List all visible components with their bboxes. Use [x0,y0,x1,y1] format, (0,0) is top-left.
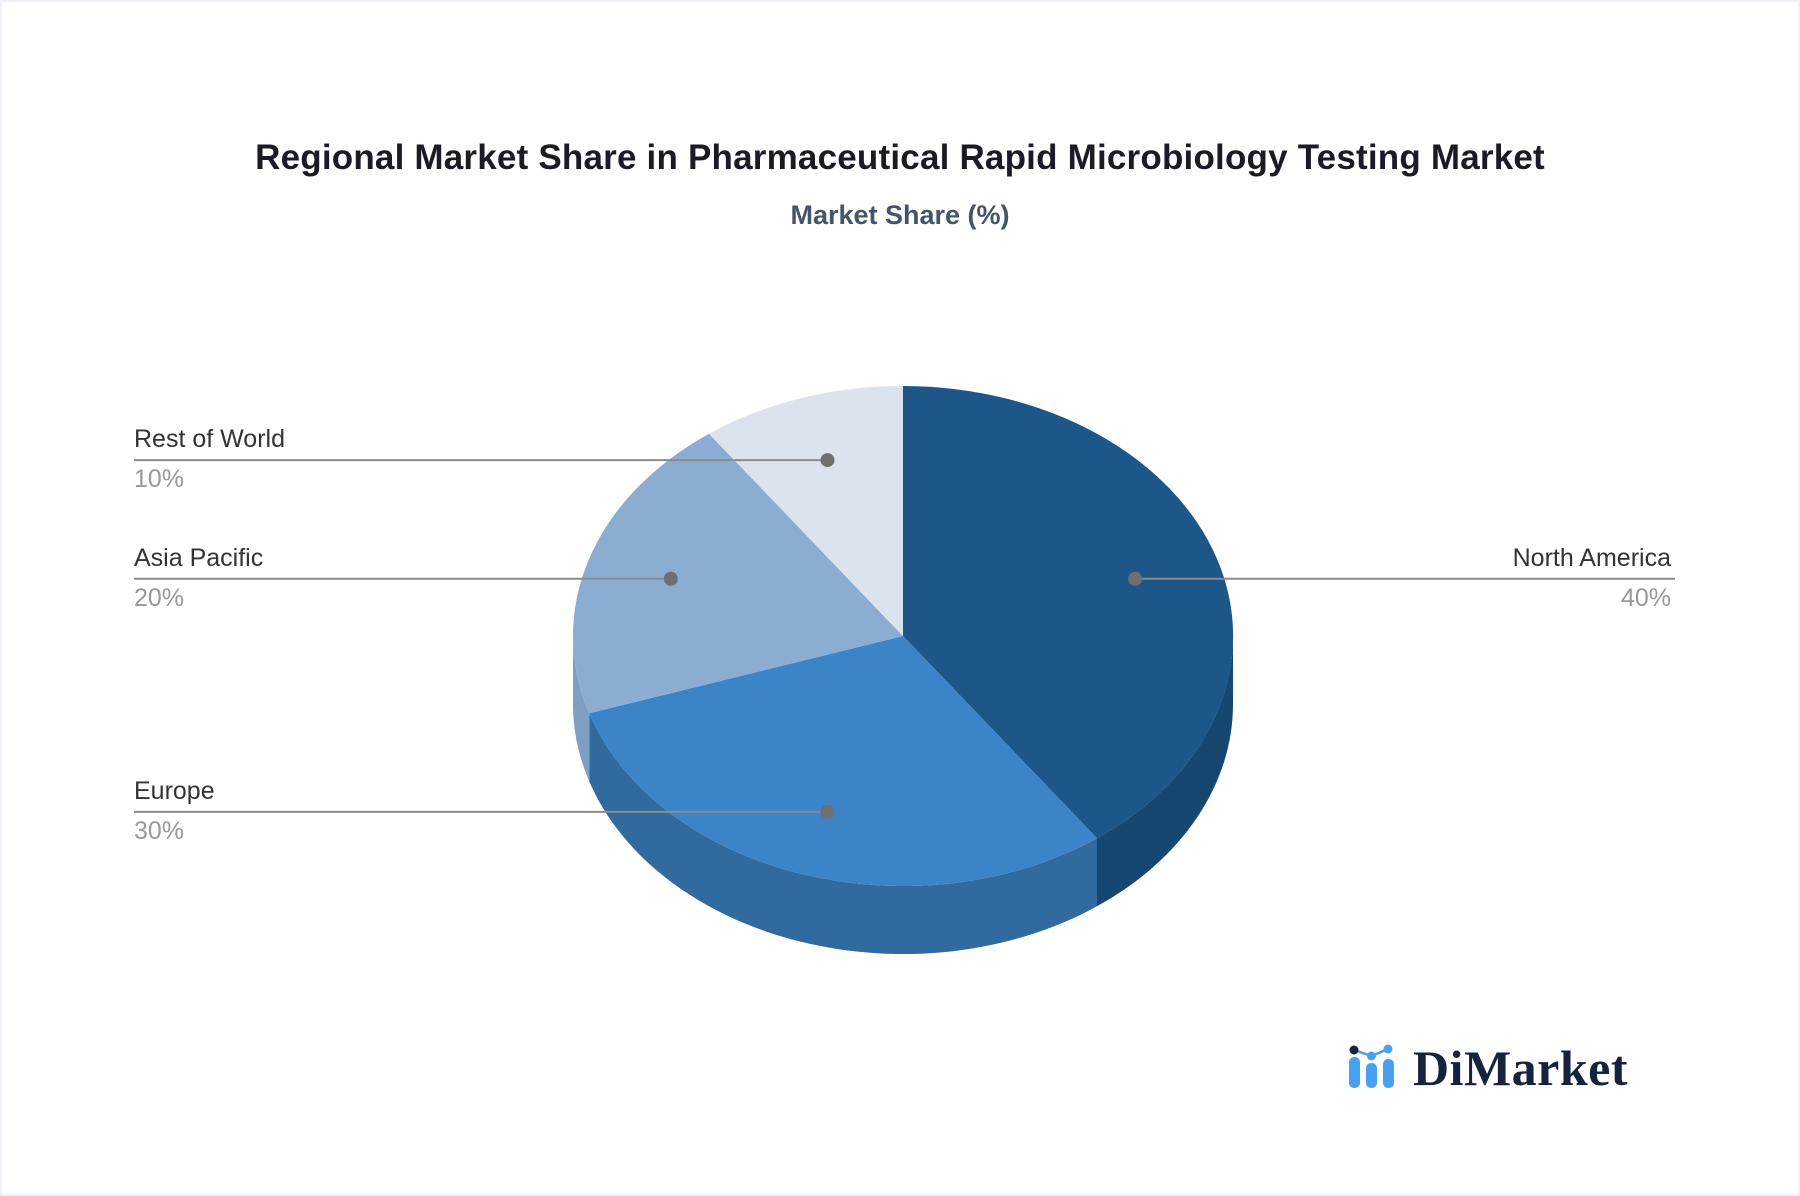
pie-slice-asia-pacific[interactable] [573,433,903,714]
brand-logo[interactable]: DiMarket [1347,1040,1628,1096]
pie-slice-side-asia-pacific [573,636,590,782]
callout-region-name: Europe [134,776,215,805]
callout-europe: Europe 30% [134,776,694,846]
chart-title: Regional Market Share in Pharmaceutical … [255,138,1545,177]
callout-percent-value: 30% [134,816,185,845]
brand-logo-text: DiMarket [1412,1040,1628,1096]
callout-percent-value: 10% [134,465,185,494]
pie-slice-side-europe [589,713,1097,955]
callout-dot-north-america [1128,571,1143,586]
callout-dot-rest-of-world [820,453,835,468]
callout-region-name: North America [1512,543,1671,572]
bar-line-chart-icon [1348,1044,1394,1088]
callout-asia-pacific: Asia Pacific 20% [134,543,694,613]
callout-north-america: North America 40% [1111,543,1671,613]
callout-percent-value: 40% [1620,583,1671,612]
callout-region-name: Rest of World [134,425,285,454]
pie-slice-rest-of-world[interactable] [709,385,903,636]
callout-rest-of-world: Rest of World 10% [134,424,694,494]
pie-slice-side-north-america [1097,636,1233,907]
callout-region-name: Asia Pacific [134,543,264,572]
pie-slice-north-america[interactable] [903,385,1234,839]
pie-slice-europe[interactable] [589,636,1097,887]
chart-subtitle: Market Share (%) [790,200,1010,230]
callout-dot-europe [820,804,835,819]
callout-percent-value: 20% [134,583,185,612]
callout-dot-asia-pacific [663,571,678,586]
